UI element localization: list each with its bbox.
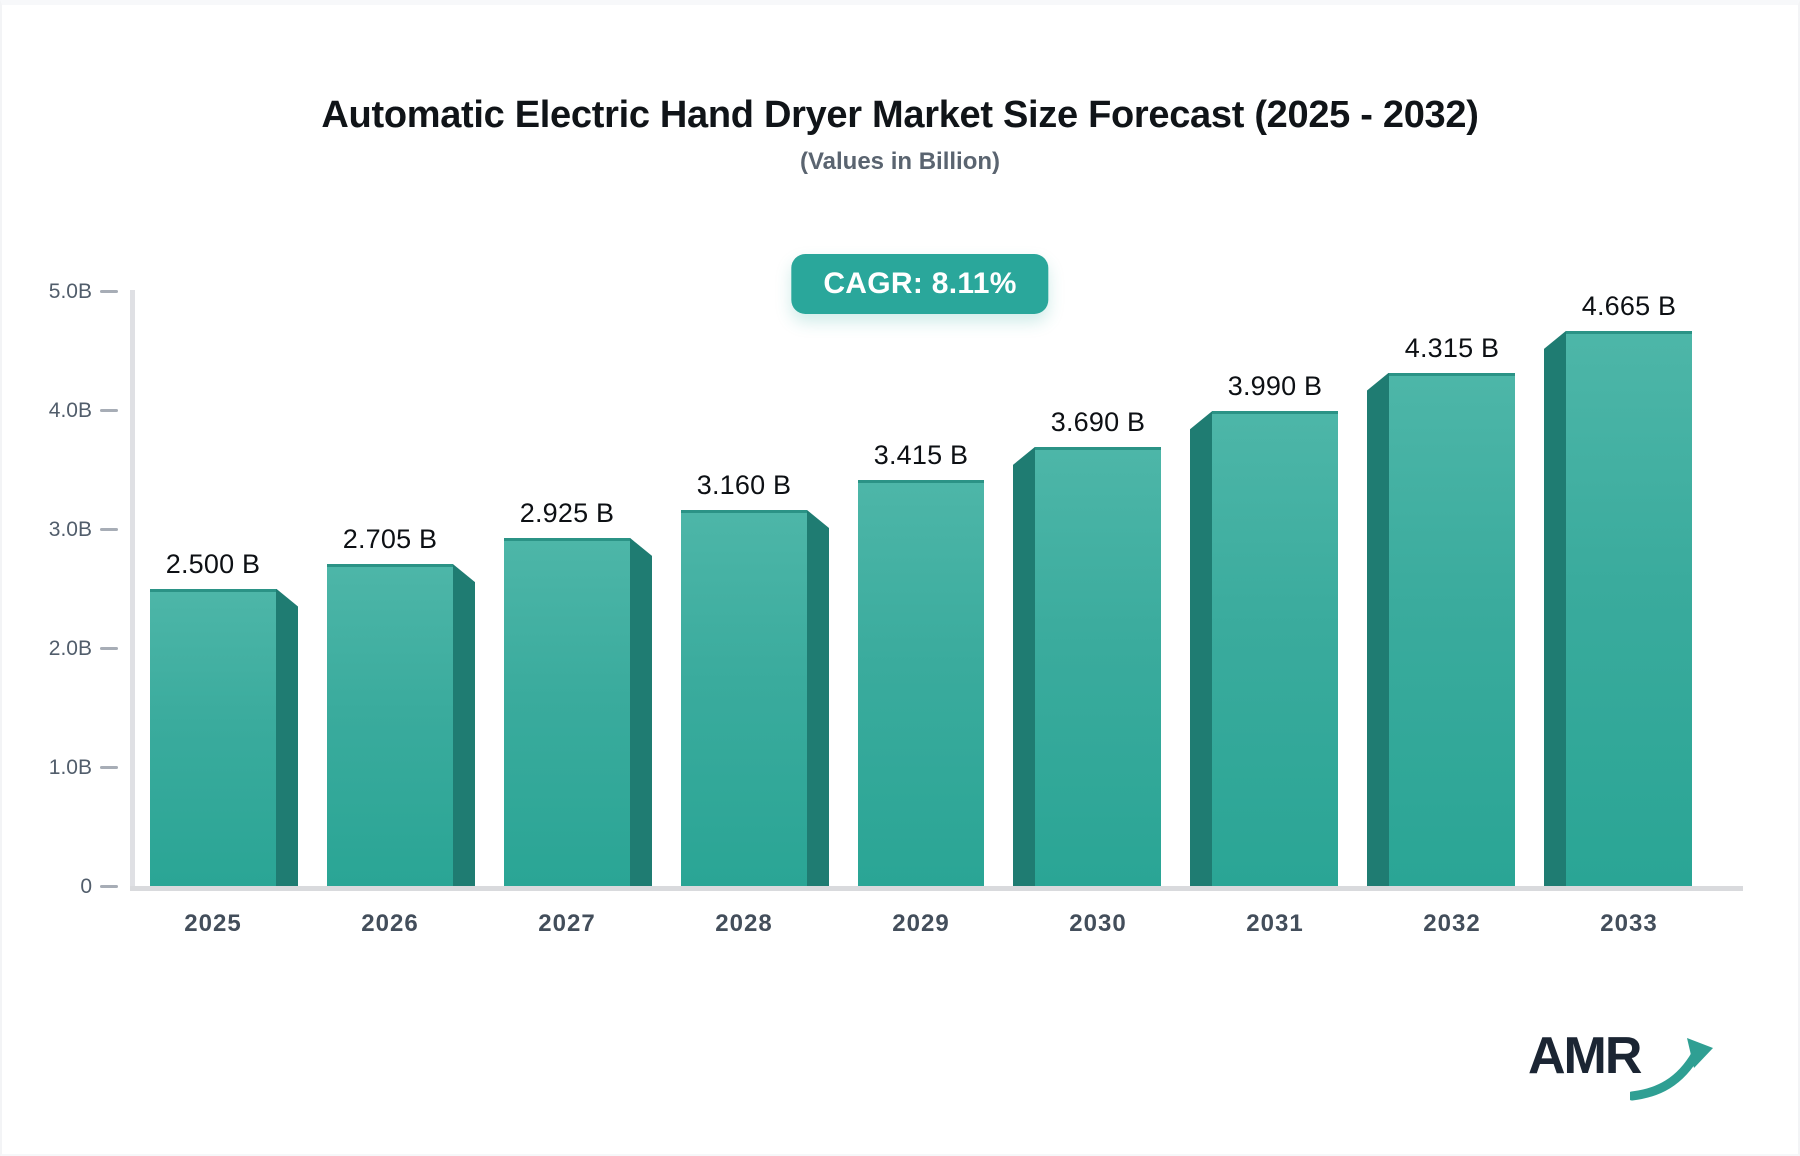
x-axis-label: 2033 — [1600, 910, 1658, 937]
bar-face — [150, 588, 276, 886]
x-axis-label: 2028 — [715, 910, 773, 937]
y-axis-tick-label: 5.0B — [48, 280, 92, 303]
bar-face — [681, 509, 807, 886]
x-axis-label: 2032 — [1423, 910, 1481, 937]
bar-value-label: 2.925 B — [519, 497, 615, 528]
y-axis-tick-dash — [100, 409, 118, 412]
x-axis-label: 2029 — [892, 910, 950, 937]
bar-side-3d — [630, 537, 652, 886]
chart-subtitle: (Values in Billion) — [799, 148, 1001, 175]
x-axis-label: 2031 — [1246, 910, 1304, 937]
bar-side-3d — [453, 564, 475, 886]
y-axis-tick-dash — [100, 885, 118, 888]
bar-value-label: 3.990 B — [1227, 371, 1323, 402]
bar-face — [858, 479, 984, 886]
bar-side-3d — [276, 588, 298, 886]
bar-side-3d — [1013, 446, 1035, 886]
bar-face — [1212, 411, 1338, 886]
bar-side-3d — [807, 509, 829, 886]
y-axis-tick-label: 1.0B — [48, 756, 92, 779]
bar-face — [1035, 446, 1161, 886]
bar-face — [504, 537, 630, 886]
y-axis-tick-label: 2.0B — [48, 637, 92, 660]
x-axis-label: 2027 — [538, 910, 596, 937]
amr-logo-text: AMR — [1528, 1027, 1642, 1085]
y-axis-line — [130, 290, 135, 888]
bar-side-3d — [1190, 411, 1212, 886]
bar-value-label: 3.690 B — [1050, 406, 1146, 437]
y-axis-tick-dash — [100, 290, 118, 293]
bar-value-label: 3.160 B — [696, 469, 792, 500]
y-axis-tick-label: 0 — [80, 875, 92, 898]
bar-value-label: 4.665 B — [1581, 290, 1677, 321]
bar-value-label: 2.705 B — [342, 524, 438, 555]
x-axis-label: 2030 — [1069, 910, 1127, 937]
bar-side-3d — [1367, 372, 1389, 886]
bar-face — [1566, 330, 1692, 886]
x-axis-label: 2026 — [361, 910, 419, 937]
bar-face — [327, 564, 453, 886]
bar-value-label: 2.500 B — [165, 548, 261, 579]
cagr-badge: CAGR: 8.11% — [791, 254, 1049, 314]
y-axis-tick-dash — [100, 647, 118, 650]
bar-face — [1389, 372, 1515, 886]
y-axis-tick-dash — [100, 766, 118, 769]
trend-up-arrow-icon — [1630, 1038, 1714, 1101]
y-axis-tick-label: 3.0B — [48, 518, 92, 541]
amr-logo: AMR — [1528, 1030, 1714, 1102]
chart-title: Automatic Electric Hand Dryer Market Siz… — [321, 94, 1479, 136]
y-axis-tick-dash — [100, 528, 118, 531]
bar-side-3d — [1544, 330, 1566, 886]
x-axis-line — [130, 886, 1743, 891]
bar-value-label: 3.415 B — [873, 439, 969, 470]
x-axis-label: 2025 — [184, 910, 242, 937]
bar-value-label: 4.315 B — [1404, 332, 1500, 363]
y-axis-tick-label: 4.0B — [48, 399, 92, 422]
